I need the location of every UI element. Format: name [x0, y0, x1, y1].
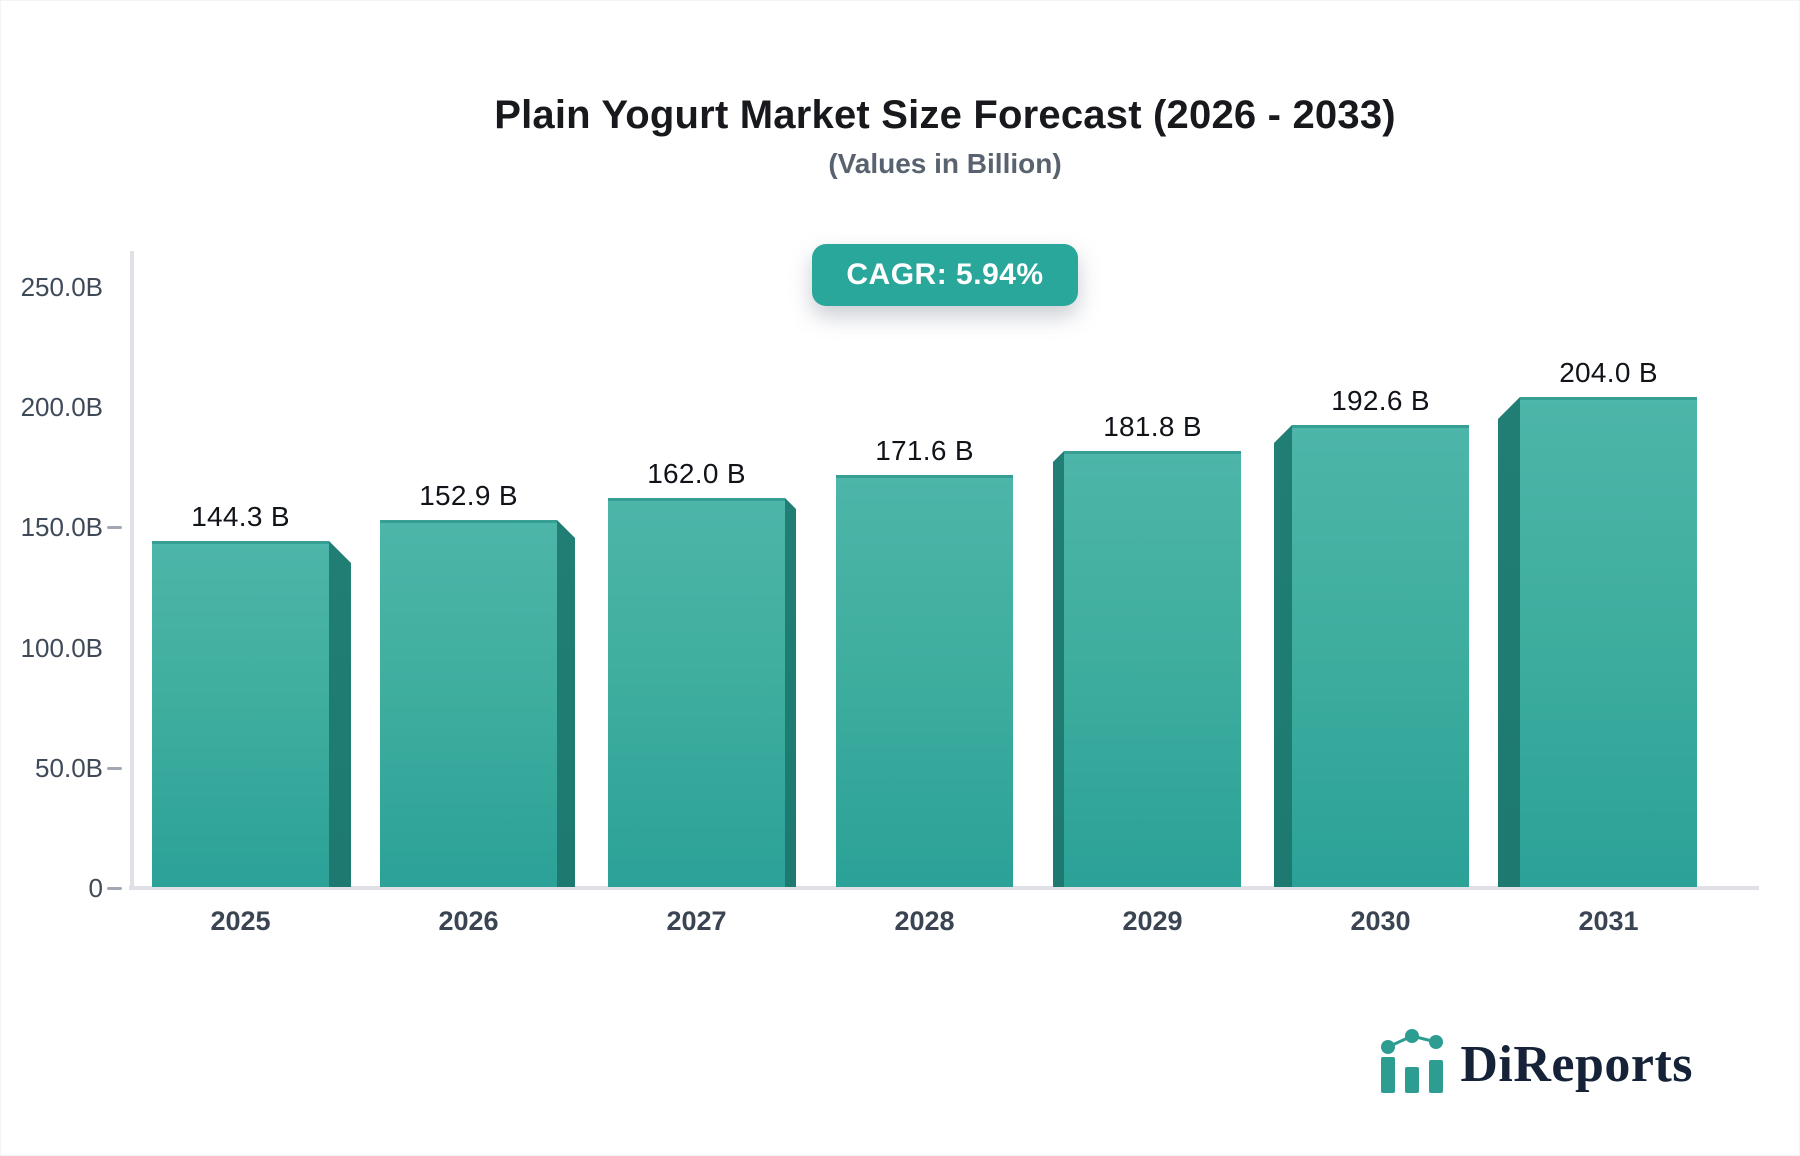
x-tick-label: 2026 — [438, 906, 499, 936]
bar-side-panel — [557, 520, 575, 887]
logo-text: DiReports — [1460, 1035, 1693, 1093]
y-axis — [130, 251, 134, 890]
chart-title: Plain Yogurt Market Size Forecast (2026 … — [494, 93, 1396, 137]
y-tick-label: 0 — [88, 873, 103, 903]
mini-bar-chart-icon — [1378, 1029, 1450, 1100]
x-tick-label: 2025 — [210, 906, 271, 936]
y-tick-label: 150.0B — [20, 512, 103, 543]
bar-side-panel — [329, 541, 351, 887]
bar-value-label: 181.8 B — [1103, 411, 1202, 442]
bar-2027 — [608, 498, 796, 887]
bar-face-2029[interactable] — [1064, 451, 1241, 887]
bar-2028 — [836, 475, 1013, 887]
x-tick-label: 2029 — [1122, 906, 1183, 936]
bar-2029 — [1053, 451, 1241, 887]
y-tick-label: 200.0B — [20, 392, 103, 422]
y-tick-mark — [107, 887, 122, 890]
bar-value-label: 192.6 B — [1331, 385, 1430, 416]
y-tick-label: 50.0B — [35, 752, 103, 783]
bar-value-label: 204.0 B — [1559, 357, 1658, 388]
x-axis — [129, 886, 1759, 890]
bar-face-2026[interactable] — [380, 520, 557, 887]
bar-value-label: 144.3 B — [191, 501, 290, 532]
bar-face-2030[interactable] — [1292, 425, 1469, 887]
bar-2026 — [380, 520, 575, 887]
bar-side-panel — [1053, 451, 1064, 887]
y-tick-mark — [107, 766, 122, 770]
y-tick-label: 250.0B — [20, 271, 103, 302]
bar-face-2028[interactable] — [836, 475, 1013, 887]
bar-value-label: 162.0 B — [647, 458, 746, 489]
bar-2025 — [152, 541, 351, 887]
bar-2031 — [1498, 397, 1697, 887]
bar-2030 — [1274, 425, 1469, 887]
y-tick-mark — [107, 526, 122, 530]
bar-face-2025[interactable] — [152, 541, 329, 887]
bar-face-2027[interactable] — [608, 498, 785, 887]
y-tick-label: 100.0B — [20, 632, 103, 663]
x-tick-label: 2031 — [1578, 906, 1639, 936]
x-tick-label: 2028 — [894, 906, 955, 936]
bar-side-panel — [1274, 425, 1292, 887]
bar-value-label: 152.9 B — [419, 480, 518, 511]
chart-subtitle: (Values in Billion) — [828, 148, 1062, 179]
bar-value-label: 171.6 B — [875, 435, 974, 466]
bar-side-panel — [1498, 397, 1520, 887]
direports-logo: DiReports — [1378, 1029, 1693, 1100]
chart-header: Plain Yogurt Market Size Forecast (2026 … — [131, 1, 1759, 306]
bar-face-2031[interactable] — [1520, 397, 1697, 887]
cagr-badge: CAGR: 5.94% — [812, 244, 1078, 306]
bar-side-panel — [785, 498, 796, 887]
x-tick-label: 2030 — [1350, 906, 1411, 936]
x-tick-label: 2027 — [666, 906, 727, 936]
